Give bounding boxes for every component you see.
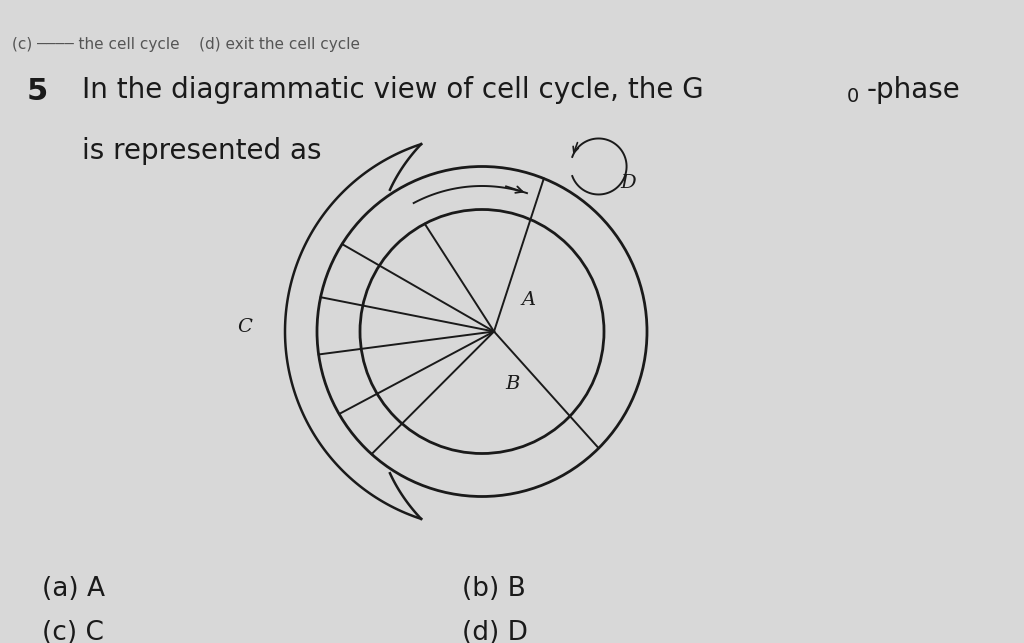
Text: -phase: -phase [867,77,961,105]
Text: (c) C: (c) C [42,619,103,643]
Text: is represented as: is represented as [82,136,322,165]
Text: A: A [522,291,536,309]
Text: 0: 0 [847,87,859,105]
Text: D: D [621,174,636,192]
Text: B: B [505,374,519,392]
Text: 5: 5 [27,77,48,105]
Text: (c) ──── the cell cycle    (d) exit the cell cycle: (c) ──── the cell cycle (d) exit the cel… [12,37,360,51]
Text: In the diagrammatic view of cell cycle, the G: In the diagrammatic view of cell cycle, … [82,77,703,105]
Text: (a) A: (a) A [42,577,105,602]
Text: (b) B: (b) B [462,577,525,602]
Text: C: C [238,318,253,336]
Text: (d) D: (d) D [462,619,528,643]
